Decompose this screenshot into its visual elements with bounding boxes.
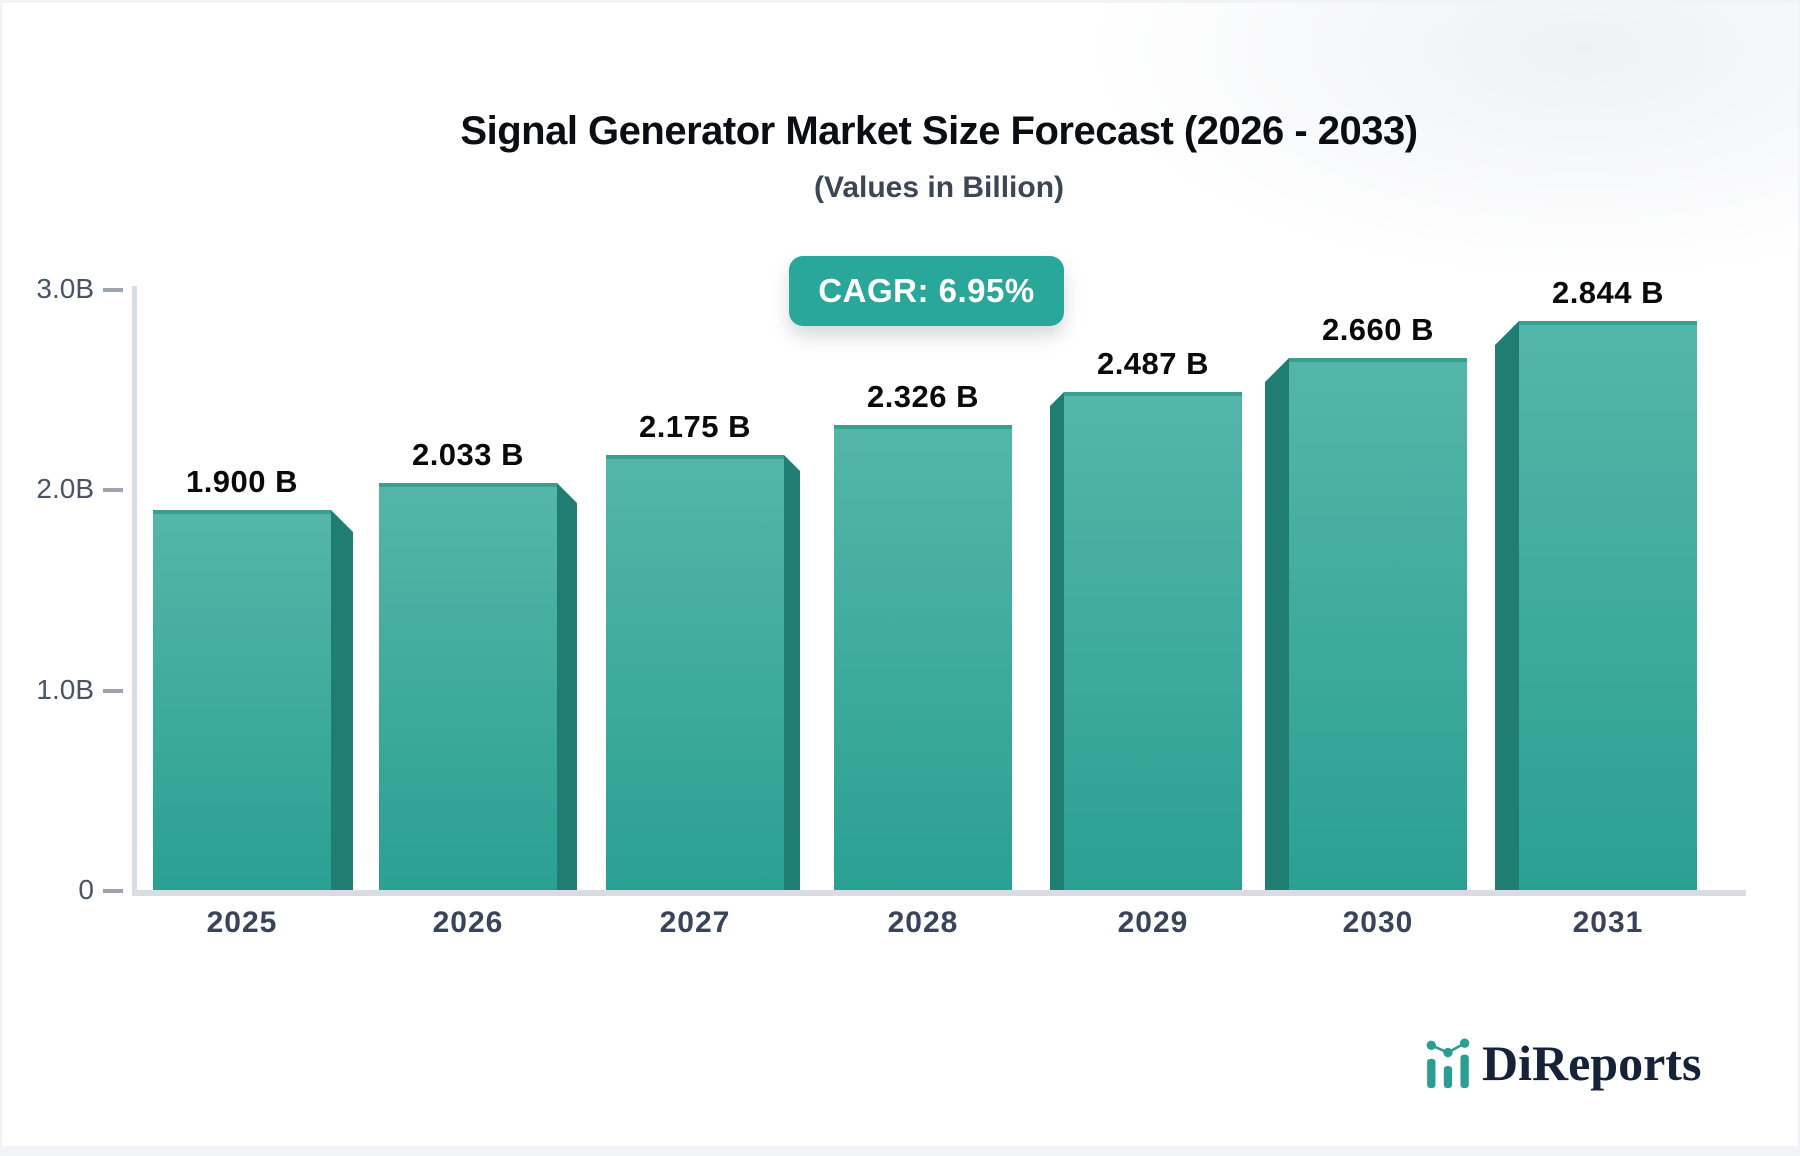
bar-front-face <box>1064 392 1242 891</box>
bar-top-edge <box>153 510 331 514</box>
direports-logo: DiReports <box>1426 1031 1701 1095</box>
y-tick-label: 2.0B <box>36 473 94 504</box>
x-tick-label: 2029 <box>1117 906 1189 939</box>
bar-value-label: 2.033 B <box>411 437 525 472</box>
bar-value-label: 2.844 B <box>1551 275 1665 310</box>
bar-2027[interactable] <box>606 455 800 891</box>
y-tick-dash <box>103 688 123 693</box>
bar-top-edge <box>379 483 557 487</box>
bar-front-face <box>1519 321 1697 891</box>
mini-bar-line-chart-icon <box>1426 1038 1470 1088</box>
x-tick-label: 2028 <box>887 906 959 939</box>
y-tick-dash <box>103 488 123 492</box>
bar-front-face <box>834 425 1012 891</box>
x-axis-line <box>132 890 1746 896</box>
bar-front-face <box>606 455 784 891</box>
x-tick-label: 2031 <box>1572 906 1644 939</box>
bar-top-edge <box>606 455 784 459</box>
bar-side-face <box>557 483 577 891</box>
x-tick-label: 2025 <box>206 906 278 939</box>
bar-value-label: 2.175 B <box>638 409 752 444</box>
bar-2031[interactable] <box>1495 321 1697 891</box>
x-tick-label: 2030 <box>1342 906 1414 939</box>
bar-value-label: 2.487 B <box>1096 346 1210 381</box>
bar-2030[interactable] <box>1265 358 1467 891</box>
x-tick-label: 2027 <box>659 906 731 939</box>
bar-front-face <box>153 510 331 891</box>
bar-value-label: 2.660 B <box>1321 312 1435 347</box>
y-tick-label: 0 <box>78 874 94 905</box>
bar-2029[interactable] <box>1050 392 1242 891</box>
y-tick-label: 3.0B <box>36 272 94 304</box>
bar-side-face <box>1495 321 1519 891</box>
bar-side-face <box>784 455 800 891</box>
bar-side-face <box>1265 358 1289 891</box>
cagr-badge-label: CAGR: 6.95% <box>818 272 1035 309</box>
y-tick-dash <box>103 287 123 292</box>
cagr-badge: CAGR: 6.95% <box>789 256 1064 326</box>
logo-text: DiReports <box>1482 1035 1702 1091</box>
bar-top-edge <box>1519 321 1697 325</box>
bar-2028[interactable] <box>834 425 1012 891</box>
bar-top-edge <box>834 425 1012 429</box>
y-tick-dash <box>103 889 123 893</box>
bar-2025[interactable] <box>153 510 353 891</box>
chart-title: Signal Generator Market Size Forecast (2… <box>460 109 1418 153</box>
chart-card: Signal Generator Market Size Forecast (2… <box>2 3 1798 1146</box>
bar-side-face <box>331 510 353 891</box>
y-axis-line <box>132 286 137 896</box>
chart-subtitle: (Values in Billion) <box>813 171 1065 204</box>
bar-value-label: 1.900 B <box>185 464 299 499</box>
bar-top-edge <box>1289 358 1467 362</box>
bar-side-face <box>1050 392 1064 891</box>
x-tick-label: 2026 <box>432 906 504 939</box>
bar-value-label: 2.326 B <box>866 379 980 414</box>
bar-2026[interactable] <box>379 483 577 891</box>
bar-front-face <box>379 483 557 891</box>
y-tick-label: 1.0B <box>36 673 94 705</box>
bar-top-edge <box>1064 392 1242 396</box>
bar-front-face <box>1289 358 1467 891</box>
